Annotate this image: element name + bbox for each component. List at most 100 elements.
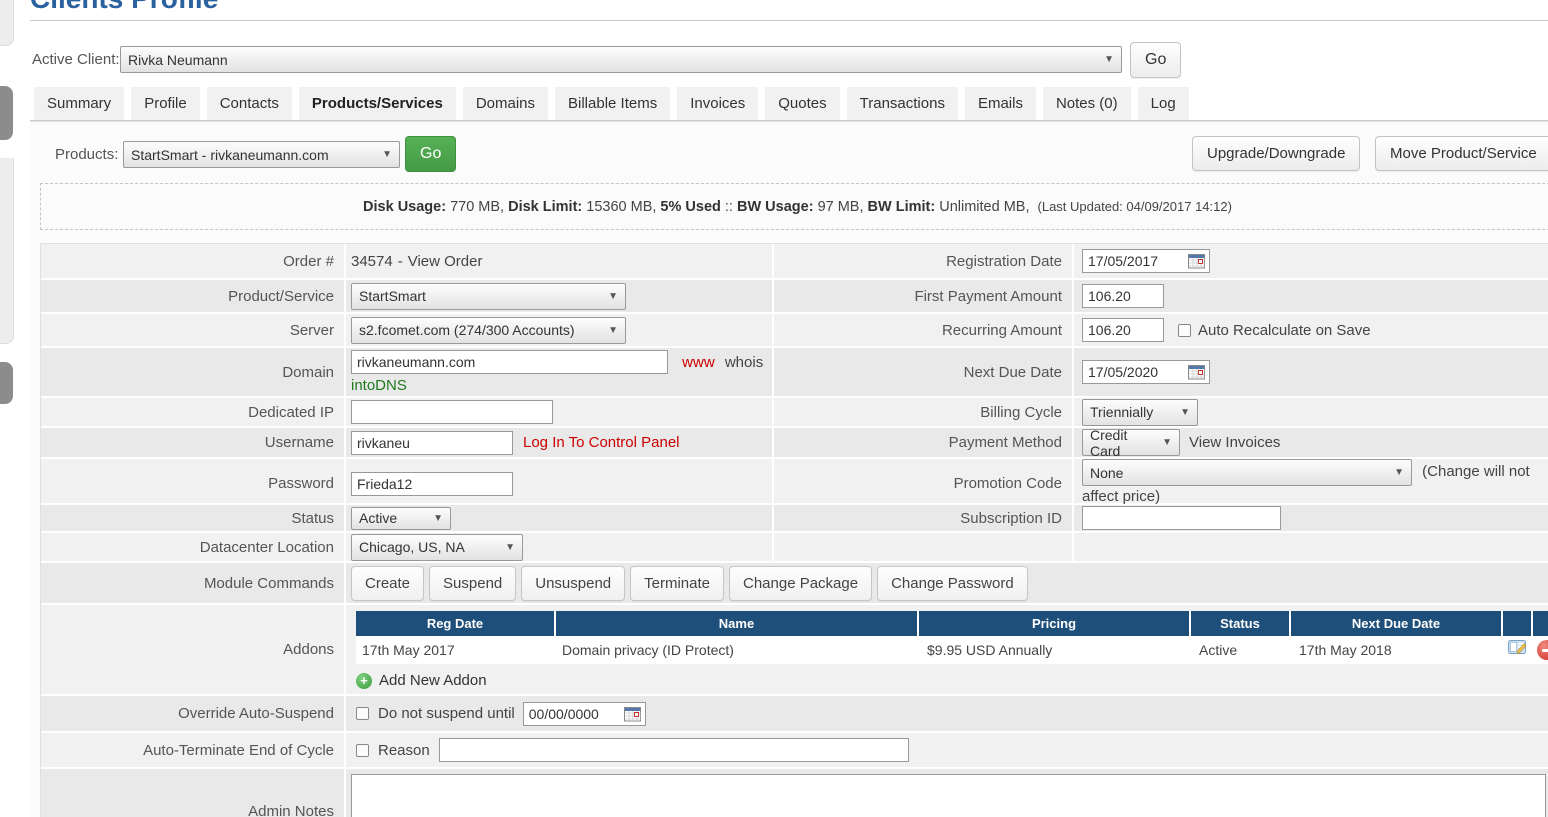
calendar-icon[interactable] <box>1188 364 1206 380</box>
tab-transactions[interactable]: Transactions <box>846 87 958 120</box>
www-link[interactable]: www <box>682 354 715 371</box>
client-tabs: Summary Profile Contacts Products/Servic… <box>30 87 1548 121</box>
view-order-link[interactable]: View Order <box>407 252 483 270</box>
module-commands-label: Module Commands <box>41 563 346 603</box>
promotion-code-label: Promotion Code <box>774 459 1074 508</box>
module-suspend-button[interactable]: Suspend <box>429 565 517 601</box>
addons-label: Addons <box>41 605 346 694</box>
row-order: Order # 34574 - View Order Registration … <box>41 244 1548 280</box>
server-select[interactable]: s2.fcomet.com (274/300 Accounts) ▼ <box>351 316 626 344</box>
auto-terminate-checkbox[interactable] <box>356 743 369 757</box>
terminate-reason-input[interactable] <box>438 738 909 762</box>
calendar-icon[interactable] <box>623 706 642 722</box>
tab-quotes[interactable]: Quotes <box>765 87 840 120</box>
recurring-amount-field: Auto Recalculate on Save <box>1074 314 1548 346</box>
tab-billable-items[interactable]: Billable Items <box>555 87 671 120</box>
username-label: Username <box>41 428 346 457</box>
recurring-amount-input[interactable] <box>1082 318 1164 342</box>
dedicated-ip-input[interactable] <box>351 400 553 424</box>
registration-date-label: Registration Date <box>774 244 1074 278</box>
intodns-link[interactable]: intoDNS <box>351 377 407 394</box>
tab-notes[interactable]: Notes (0) <box>1042 87 1131 120</box>
products-select-value: StartSmart - rivkaneumann.com <box>131 146 329 163</box>
admin-notes-label: Admin Notes <box>41 769 346 817</box>
disk-usage-label: Disk Usage: <box>363 198 447 215</box>
tab-profile[interactable]: Profile <box>131 87 200 120</box>
username-input[interactable] <box>351 430 513 455</box>
domain-field: www whois intoDNS <box>346 348 774 396</box>
auto-recalculate-checkbox[interactable] <box>1178 323 1191 337</box>
auto-terminate-field: Reason <box>346 733 1548 767</box>
first-payment-input[interactable] <box>1082 284 1164 308</box>
billing-cycle-label: Billing Cycle <box>774 398 1074 426</box>
calendar-icon[interactable] <box>1188 253 1206 269</box>
module-change-package-button[interactable]: Change Package <box>729 565 873 601</box>
left-edge-handle-2[interactable] <box>0 362 13 404</box>
tab-emails[interactable]: Emails <box>964 87 1036 120</box>
products-select[interactable]: StartSmart - rivkaneumann.com ▼ <box>123 141 400 168</box>
domain-input[interactable] <box>351 350 668 374</box>
tab-contacts[interactable]: Contacts <box>206 87 292 120</box>
edit-addon-icon[interactable] <box>1508 640 1528 656</box>
bw-usage-value: 97 MB, <box>813 198 868 215</box>
tab-invoices[interactable]: Invoices <box>677 87 759 120</box>
subscription-id-input[interactable] <box>1082 506 1281 530</box>
addons-table: Reg Date Name Pricing Status Next Due Da… <box>356 611 1548 664</box>
password-input[interactable] <box>351 471 513 496</box>
login-control-panel-link[interactable]: Log In To Control Panel <box>523 434 680 451</box>
tab-log[interactable]: Log <box>1137 87 1189 120</box>
recurring-amount-label: Recurring Amount <box>774 314 1074 346</box>
module-change-password-button[interactable]: Change Password <box>877 565 1028 601</box>
upgrade-downgrade-button[interactable]: Upgrade/Downgrade <box>1192 136 1361 171</box>
module-unsuspend-button[interactable]: Unsuspend <box>521 565 626 601</box>
view-invoices-link[interactable]: View Invoices <box>1189 434 1281 451</box>
password-field <box>346 459 774 508</box>
payment-method-select[interactable]: Credit Card ▼ <box>1082 427 1180 459</box>
module-create-button[interactable]: Create <box>351 565 425 601</box>
chevron-down-icon: ▼ <box>382 149 392 160</box>
whois-link[interactable]: whois <box>724 354 764 371</box>
bw-limit-value: Unlimited MB, <box>935 198 1034 215</box>
override-suspend-checkbox[interactable] <box>356 707 369 720</box>
disk-usage-value: 770 MB, <box>446 198 509 215</box>
status-select[interactable]: Active ▼ <box>351 506 451 530</box>
dedicated-ip-field <box>346 398 774 426</box>
add-new-addon-link[interactable]: + Add New Addon <box>356 672 1548 689</box>
tab-summary[interactable]: Summary <box>34 87 125 120</box>
billing-cycle-value: Triennially <box>1090 404 1154 420</box>
row-addons: Addons Reg Date Name Pricing Status Next… <box>41 605 1548 696</box>
tab-products-services[interactable]: Products/Services <box>298 87 456 120</box>
add-new-addon-label: Add New Addon <box>379 672 487 689</box>
delete-addon-icon[interactable] <box>1537 640 1548 660</box>
active-client-select[interactable]: Rivka Neumann ▼ <box>120 46 1122 73</box>
active-client-go-button[interactable]: Go <box>1130 42 1182 78</box>
server-value: s2.fcomet.com (274/300 Accounts) <box>359 322 575 338</box>
addon-delete-cell <box>1533 636 1548 664</box>
auto-terminate-text: Reason <box>378 741 430 759</box>
admin-notes-textarea[interactable] <box>351 774 1546 817</box>
move-product-service-button[interactable]: Move Product/Service <box>1375 136 1548 171</box>
row-status: Status Active ▼ Subscription ID <box>41 505 1548 533</box>
product-service-select[interactable]: StartSmart ▼ <box>351 282 626 310</box>
products-go-button[interactable]: Go <box>405 136 457 172</box>
tab-domains[interactable]: Domains <box>462 87 549 120</box>
promotion-code-select[interactable]: None ▼ <box>1082 459 1412 486</box>
page-title: Clients Profile <box>30 0 218 15</box>
domain-label: Domain <box>41 348 346 396</box>
chevron-down-icon: ▼ <box>1104 54 1114 65</box>
status-label: Status <box>41 505 346 531</box>
auto-terminate-label: Auto-Terminate End of Cycle <box>41 733 346 767</box>
password-label: Password <box>41 459 346 508</box>
override-suspend-label: Override Auto-Suspend <box>41 696 346 731</box>
plus-icon: + <box>356 672 372 689</box>
module-terminate-button[interactable]: Terminate <box>630 565 724 601</box>
usage-summary-box: Disk Usage: 770 MB, Disk Limit: 15360 MB… <box>40 183 1548 230</box>
billing-cycle-select[interactable]: Triennially ▼ <box>1082 398 1198 426</box>
left-edge-handle-1[interactable] <box>0 86 13 140</box>
datacenter-select[interactable]: Chicago, US, NA ▼ <box>351 533 523 561</box>
subscription-id-field <box>1074 505 1548 531</box>
addons-table-header: Reg Date Name Pricing Status Next Due Da… <box>356 611 1548 636</box>
addon-status: Active <box>1191 636 1291 664</box>
status-value: Active <box>359 510 398 526</box>
